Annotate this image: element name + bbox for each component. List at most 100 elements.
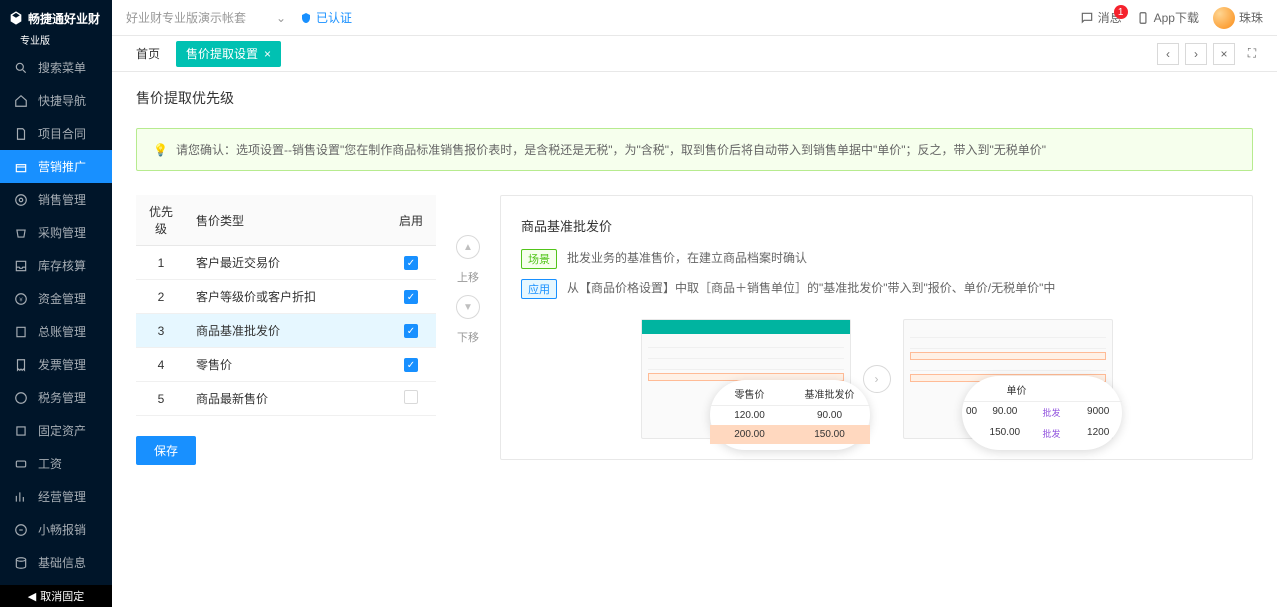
message-icon <box>1080 11 1094 25</box>
tabs-fullscreen[interactable]: ⛶ <box>1241 43 1263 65</box>
sidebar-item-14[interactable]: 小畅报销 <box>0 513 112 546</box>
table-row[interactable]: 4零售价 <box>136 348 436 382</box>
topbar: 好业财专业版演示帐套 ⌄ 已认证 消息 1 App下载 珠珠 <box>112 0 1277 36</box>
src-col2: 基准批发价 <box>790 386 870 401</box>
user-menu[interactable]: 珠珠 <box>1213 7 1263 29</box>
sidebar: 畅捷通好业财 专业版 搜索菜单快捷导航项目合同营销推广销售管理采购管理库存核算 ¥… <box>0 0 112 607</box>
cell-priority: 4 <box>136 348 186 382</box>
save-button[interactable]: 保存 <box>136 436 196 465</box>
bulb-icon: 💡 <box>153 143 168 157</box>
verified-label: 已认证 <box>316 9 352 26</box>
sidebar-item-label: 项目合同 <box>38 125 86 142</box>
sidebar-item-15[interactable]: 基础信息 <box>0 546 112 579</box>
move-buttons: ▲ 上移 ▼ 下移 <box>456 195 480 345</box>
sidebar-item-label: 销售管理 <box>38 191 86 208</box>
enable-checkbox[interactable] <box>404 324 418 338</box>
avatar <box>1213 7 1235 29</box>
col-priority: 优先级 <box>136 195 186 246</box>
cell-priority: 3 <box>136 314 186 348</box>
move-down-button[interactable]: ▼ <box>456 295 480 319</box>
cell-type: 客户最近交易价 <box>186 246 386 280</box>
sidebar-item-label: 固定资产 <box>38 422 86 439</box>
app-download-button[interactable]: App下载 <box>1136 9 1199 26</box>
preview-target: 单价 00 90.00 批发 9000 <box>903 319 1113 439</box>
zoom-target: 单价 00 90.00 批发 9000 <box>962 376 1122 450</box>
download-label: App下载 <box>1154 9 1199 26</box>
logo-icon <box>8 10 24 26</box>
tabs-prev[interactable]: ‹ <box>1157 43 1179 65</box>
table-row[interactable]: 1客户最近交易价 <box>136 246 436 280</box>
table-row[interactable]: 2客户等级价或客户折扣 <box>136 280 436 314</box>
move-up-button[interactable]: ▲ <box>456 235 480 259</box>
sidebar-item-0[interactable]: 搜索菜单 <box>0 51 112 84</box>
tab-active[interactable]: 售价提取设置 × <box>176 41 281 67</box>
brand-edition: 专业版 <box>0 32 112 47</box>
home-icon <box>14 94 28 108</box>
enable-checkbox[interactable] <box>404 256 418 270</box>
sidebar-item-7[interactable]: ¥资金管理 <box>0 282 112 315</box>
enable-checkbox[interactable] <box>404 290 418 304</box>
sidebar-item-label: 基础信息 <box>38 554 86 571</box>
inbox-icon <box>14 259 28 273</box>
reimburse-icon <box>14 523 28 537</box>
sidebar-item-11[interactable]: 固定资产 <box>0 414 112 447</box>
sidebar-item-9[interactable]: 发票管理 <box>0 348 112 381</box>
search-icon <box>14 61 28 75</box>
sidebar-item-label: 税务管理 <box>38 389 86 406</box>
table-row[interactable]: 5商品最新售价 <box>136 382 436 416</box>
tgt-r2tag: 批发 <box>1028 427 1075 440</box>
close-icon[interactable]: × <box>264 47 271 61</box>
sidebar-item-label: 小畅报销 <box>38 521 86 538</box>
sidebar-item-6[interactable]: 库存核算 <box>0 249 112 282</box>
logo: 畅捷通好业财 <box>0 0 112 36</box>
page-title: 售价提取优先级 <box>136 88 1253 108</box>
shield-icon <box>300 12 312 24</box>
brand-name: 畅捷通好业财 <box>28 10 100 27</box>
sidebar-item-4[interactable]: 销售管理 <box>0 183 112 216</box>
preview-source: 零售价 基准批发价 120.00 90.00 200.00 150.00 <box>641 319 851 439</box>
info-banner: 💡 请您确认：选项设置--销售设置"您在制作商品标准销售报价表时，是含税还是无税… <box>136 128 1253 171</box>
info-text: 请您确认：选项设置--销售设置"您在制作商品标准销售报价表时，是含税还是无税"，… <box>176 141 1046 158</box>
sidebar-item-13[interactable]: 经营管理 <box>0 480 112 513</box>
tax-icon <box>14 391 28 405</box>
tabs-bar: 首页 售价提取设置 × ‹ › × ⛶ <box>112 36 1277 72</box>
src-r1c1: 120.00 <box>710 410 790 421</box>
cell-type: 零售价 <box>186 348 386 382</box>
cell-type: 客户等级价或客户折扣 <box>186 280 386 314</box>
sidebar-item-2[interactable]: 项目合同 <box>0 117 112 150</box>
sidebar-item-3[interactable]: 营销推广 <box>0 150 112 183</box>
tgt-col1: 单价 <box>982 382 1052 397</box>
sidebar-item-10[interactable]: 税务管理 <box>0 381 112 414</box>
account-selector[interactable]: 好业财专业版演示帐套 ⌄ <box>126 9 286 26</box>
verified-badge: 已认证 <box>300 9 352 26</box>
gift-icon <box>14 160 28 174</box>
sidebar-item-label: 发票管理 <box>38 356 86 373</box>
preview-area: 零售价 基准批发价 120.00 90.00 200.00 150.00 <box>521 319 1232 439</box>
detail-title: 商品基准批发价 <box>521 216 1232 235</box>
enable-checkbox[interactable] <box>404 358 418 372</box>
chevron-down-icon: ⌄ <box>276 11 286 25</box>
sidebar-item-label: 总账管理 <box>38 323 86 340</box>
sidebar-item-label: 工资 <box>38 455 62 472</box>
sidebar-item-8[interactable]: 总账管理 <box>0 315 112 348</box>
table-row[interactable]: 3商品基准批发价 <box>136 314 436 348</box>
sidebar-item-label: 库存核算 <box>38 257 86 274</box>
scene-tag: 场景 <box>521 249 557 269</box>
cell-type: 商品基准批发价 <box>186 314 386 348</box>
messages-button[interactable]: 消息 1 <box>1080 9 1122 26</box>
tabs-next[interactable]: › <box>1185 43 1207 65</box>
sidebar-unpin[interactable]: ◀ 取消固定 <box>0 585 112 607</box>
zoom-source: 零售价 基准批发价 120.00 90.00 200.00 150.00 <box>710 380 870 450</box>
receipt-icon <box>14 358 28 372</box>
sidebar-item-5[interactable]: 采购管理 <box>0 216 112 249</box>
enable-checkbox[interactable] <box>404 390 418 404</box>
src-r2c1: 200.00 <box>710 429 790 440</box>
sidebar-item-12[interactable]: 工资 <box>0 447 112 480</box>
cell-priority: 5 <box>136 382 186 416</box>
tab-home[interactable]: 首页 <box>126 41 170 67</box>
file-icon <box>14 127 28 141</box>
tabs-close-all[interactable]: × <box>1213 43 1235 65</box>
sidebar-item-1[interactable]: 快捷导航 <box>0 84 112 117</box>
move-up-label: 上移 <box>457 269 479 285</box>
manage-icon <box>14 490 28 504</box>
